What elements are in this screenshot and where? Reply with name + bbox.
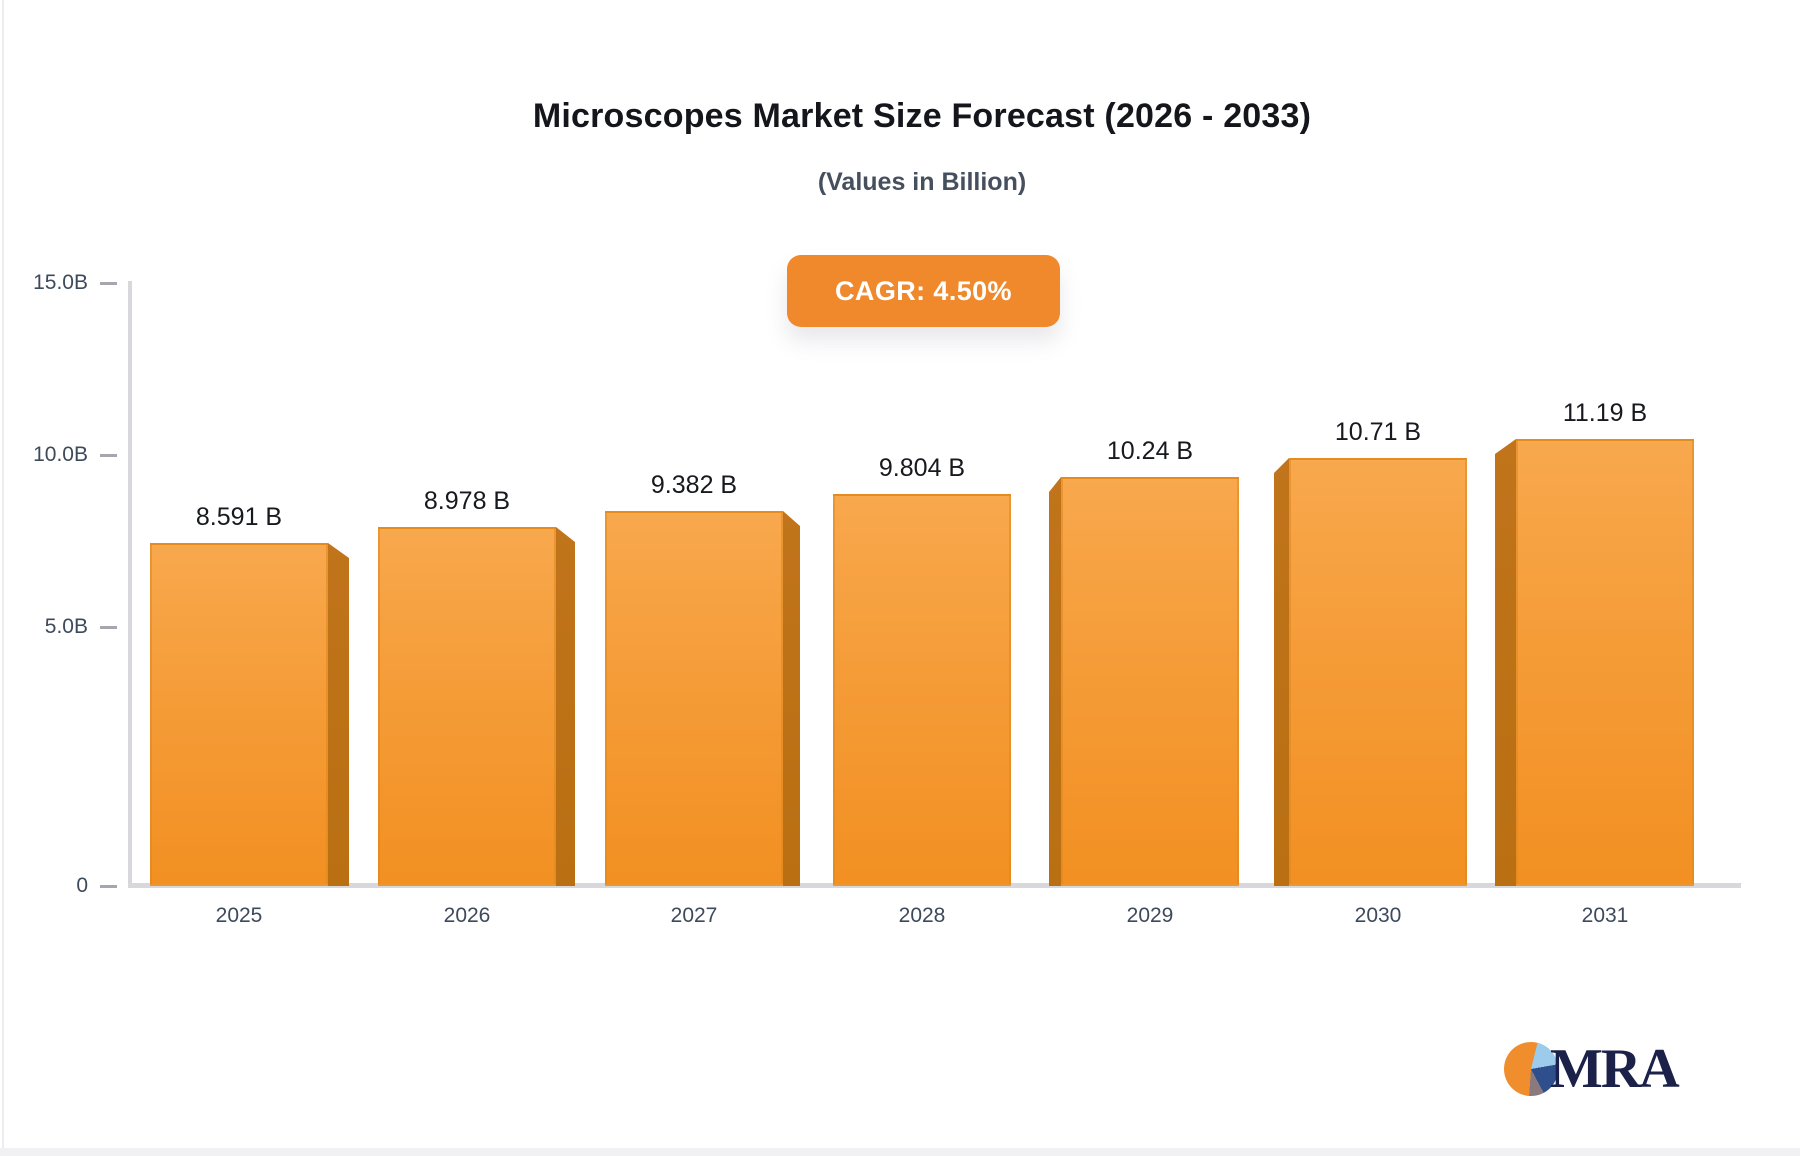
bar-face [1289, 458, 1467, 886]
bar-value-label: 9.382 B [650, 471, 738, 499]
bar-value-label: 8.978 B [423, 487, 511, 515]
logo-text: MRA [1550, 1038, 1680, 1100]
bar-face [605, 511, 783, 886]
bar-side-3d [1495, 439, 1516, 886]
bar-value-label: 10.71 B [1334, 418, 1422, 446]
bar-side-3d [1049, 477, 1061, 886]
bar-face [1061, 477, 1239, 886]
bar-value-label: 11.19 B [1562, 399, 1648, 427]
x-axis-label: 2029 [1126, 904, 1174, 927]
brand-logo: MRA [1504, 1038, 1680, 1100]
bar-side-3d [556, 527, 575, 886]
x-axis-label: 2027 [670, 904, 718, 927]
bottom-strip [0, 1148, 1800, 1156]
cagr-badge: CAGR: 4.50% [787, 255, 1060, 327]
bar-face [833, 494, 1011, 886]
y-tick-mark [100, 282, 117, 285]
x-axis-label: 2031 [1581, 904, 1629, 927]
bar-value-label: 9.804 B [878, 454, 966, 482]
bar-value-label: 8.591 B [195, 503, 283, 531]
y-tick-mark [100, 626, 117, 629]
y-tick-label: 15.0B [33, 271, 88, 294]
y-tick-mark [100, 454, 117, 457]
bar-face [378, 527, 556, 886]
y-tick-label: 0 [76, 874, 88, 897]
x-axis-label: 2030 [1354, 904, 1402, 927]
y-tick-mark [100, 885, 117, 888]
left-edge-line [2, 0, 4, 1148]
bar-side-3d [328, 543, 349, 886]
bar-side-3d [783, 511, 800, 886]
x-axis-label: 2026 [443, 904, 491, 927]
y-axis-line [128, 281, 132, 885]
bar-value-label: 10.24 B [1106, 437, 1194, 465]
pie-chart-icon [1504, 1042, 1558, 1096]
bar-face [1516, 439, 1694, 886]
y-tick-label: 5.0B [44, 615, 88, 638]
x-axis-label: 2025 [215, 904, 263, 927]
y-tick-label: 10.0B [33, 443, 88, 466]
x-axis-label: 2028 [898, 904, 946, 927]
page-title: Microscopes Market Size Forecast (2026 -… [532, 97, 1312, 135]
page-subtitle: (Values in Billion) [817, 168, 1027, 196]
bar-side-3d [1274, 458, 1289, 886]
bar-face [150, 543, 328, 886]
